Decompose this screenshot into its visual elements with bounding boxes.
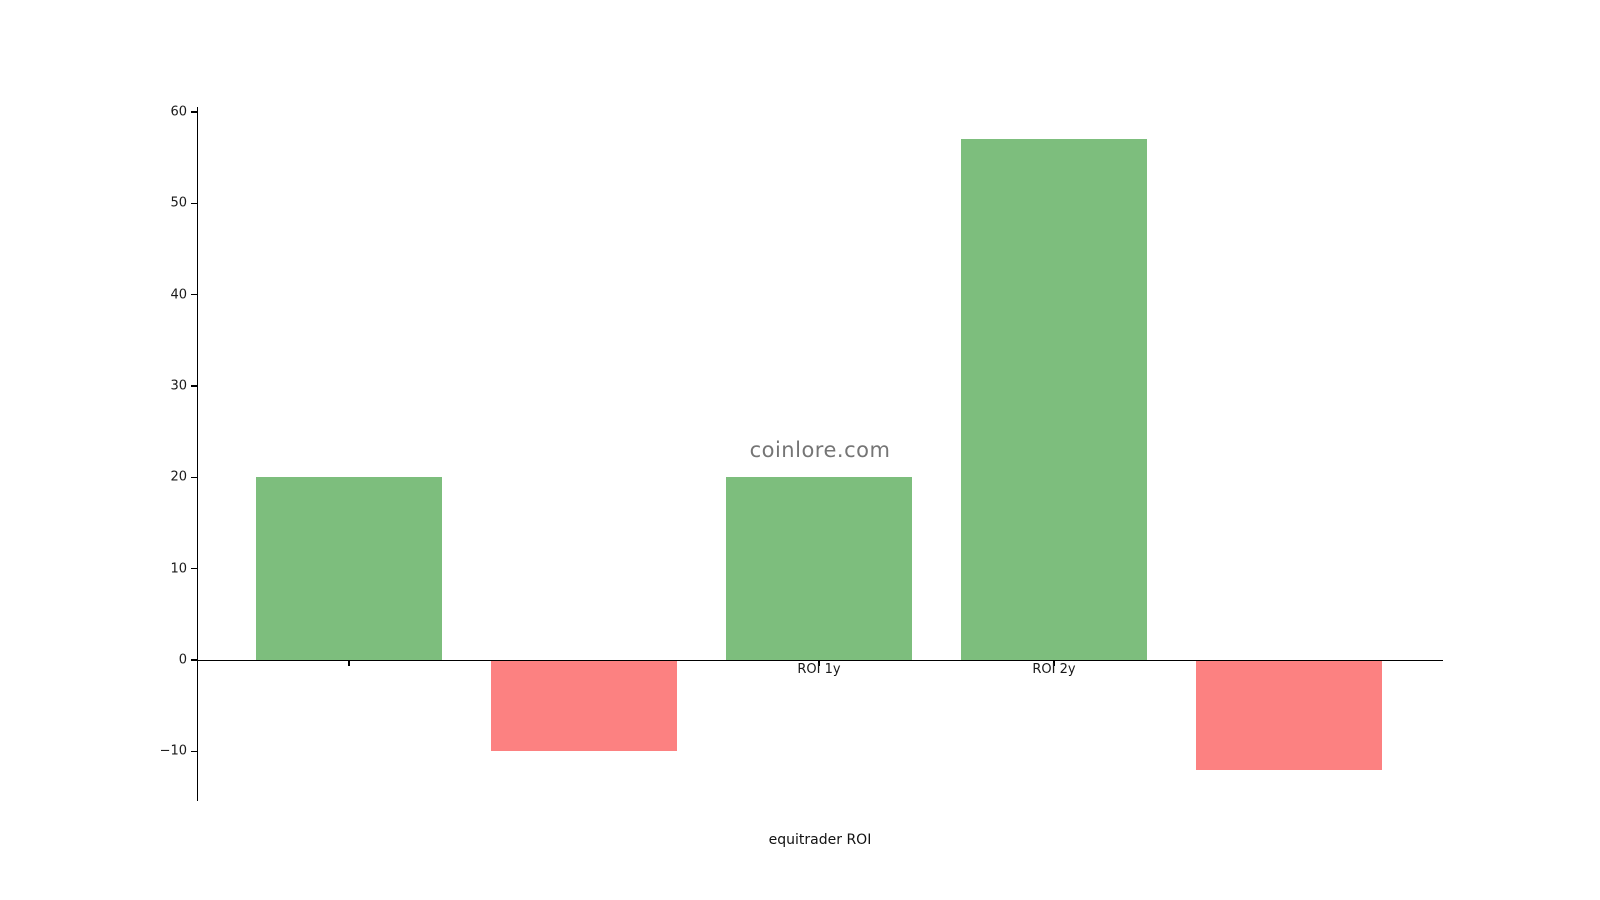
y-tick-label: −10 [159, 743, 187, 759]
y-tick-label: 50 [170, 195, 187, 211]
y-axis-spine [197, 107, 199, 801]
y-tick-label: 20 [170, 469, 187, 485]
y-tick-mark [191, 568, 197, 570]
x-tick-label: ROI 2y [1032, 662, 1076, 677]
y-tick-mark [191, 385, 197, 387]
y-tick-label: 30 [170, 378, 187, 394]
y-tick-mark [191, 294, 197, 296]
y-tick-mark [191, 476, 197, 478]
x-tick-label: ROI 1y [797, 662, 841, 677]
y-tick-mark [191, 202, 197, 204]
y-tick-mark [191, 111, 197, 113]
bar-value-0 [256, 477, 442, 660]
x-tick-mark [348, 660, 350, 666]
bar-roi-2y [961, 139, 1147, 660]
watermark-text: coinlore.com [749, 438, 891, 462]
x-axis-title: equitrader ROI [768, 832, 872, 848]
y-tick-label: 40 [170, 287, 187, 303]
y-tick-label: 10 [170, 561, 187, 577]
y-tick-mark [191, 659, 197, 661]
x-axis-zero-line [197, 659, 1443, 661]
y-tick-label: 0 [178, 652, 187, 668]
bar-value-1 [491, 660, 677, 752]
x-tick-mark [1053, 660, 1055, 666]
y-tick-label: 60 [170, 104, 187, 120]
bar-roi-1y [726, 477, 912, 660]
x-tick-mark [818, 660, 820, 666]
bar-value-4 [1196, 660, 1382, 770]
y-tick-mark [191, 750, 197, 752]
